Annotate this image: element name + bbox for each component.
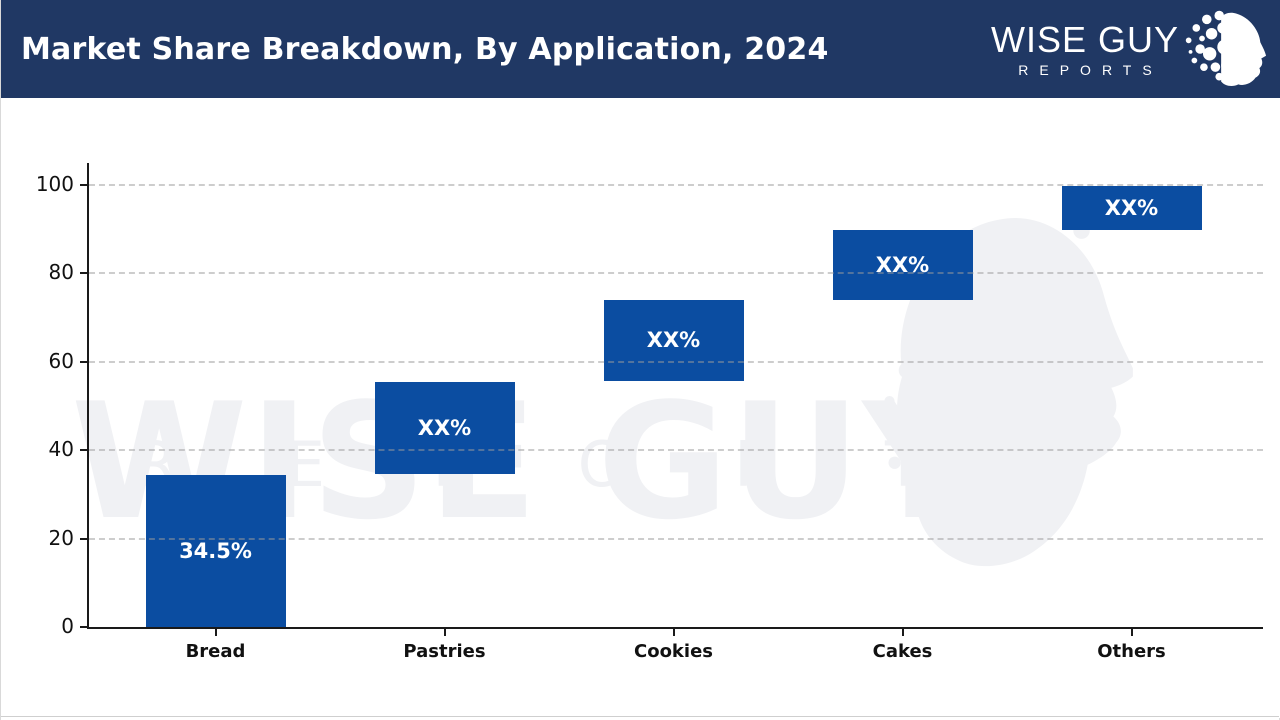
gridline-60 [89, 360, 1263, 363]
gridline-80 [89, 272, 1263, 275]
x-axis-tick [672, 627, 675, 636]
bar-value-label: XX% [1104, 195, 1159, 220]
y-axis-spine [87, 163, 89, 629]
bar-value-label: XX% [417, 415, 472, 440]
y-tick-label: 60 [48, 348, 74, 373]
y-axis-tick [80, 449, 89, 452]
x-axis-tick [1130, 627, 1133, 636]
logo-text: WISE GUY REPORTS [990, 19, 1179, 79]
wiseguy-logo: WISE GUY REPORTS [991, 8, 1267, 90]
x-axis-tick [214, 627, 217, 636]
gridline-40 [89, 449, 1263, 452]
bar-cakes [832, 230, 973, 300]
bar-value-label: XX% [646, 328, 701, 353]
bar-pastries [374, 381, 515, 475]
y-tick-label: 0 [61, 614, 74, 638]
x-axis-spine [87, 627, 1263, 629]
y-axis-tick [80, 626, 89, 628]
y-axis-tick [80, 184, 89, 187]
y-tick-label: 100 [35, 172, 74, 197]
x-category-label: Cakes [872, 641, 933, 662]
watermark-head-icon [853, 217, 1133, 567]
header: Market Share Breakdown, By Application, … [1, 0, 1280, 98]
y-tick-label: 40 [48, 437, 74, 462]
x-category-label: Pastries [403, 641, 486, 662]
plot-region: WISE GUY R E P O R T S 34.5% Bread XX% Past… [1, 98, 1280, 718]
x-axis-tick [901, 627, 904, 636]
x-category-label: Cookies [633, 641, 714, 662]
logo-head-icon [1185, 10, 1267, 86]
logo-wiseguy-label: WISE GUY [990, 19, 1179, 60]
x-category-label: Bread [185, 641, 246, 662]
logo-reports-label: REPORTS [1018, 62, 1163, 78]
y-axis-tick [80, 272, 89, 275]
y-tick-label: 80 [48, 260, 74, 285]
page-title: Market Share Breakdown, By Application, … [21, 31, 829, 67]
bar-cookies [603, 299, 744, 381]
bar-bread [145, 474, 286, 627]
bar-others [1061, 185, 1202, 230]
y-axis-tick [80, 537, 89, 540]
y-tick-label: 20 [48, 525, 74, 550]
x-axis-tick [443, 627, 446, 636]
gridline-100 [89, 184, 1263, 187]
x-category-label: Others [1097, 641, 1166, 662]
y-axis-tick [80, 360, 89, 363]
bar-value-label: 34.5% [179, 538, 252, 563]
gridline-20 [89, 537, 1263, 540]
bar-value-label: XX% [875, 253, 930, 278]
